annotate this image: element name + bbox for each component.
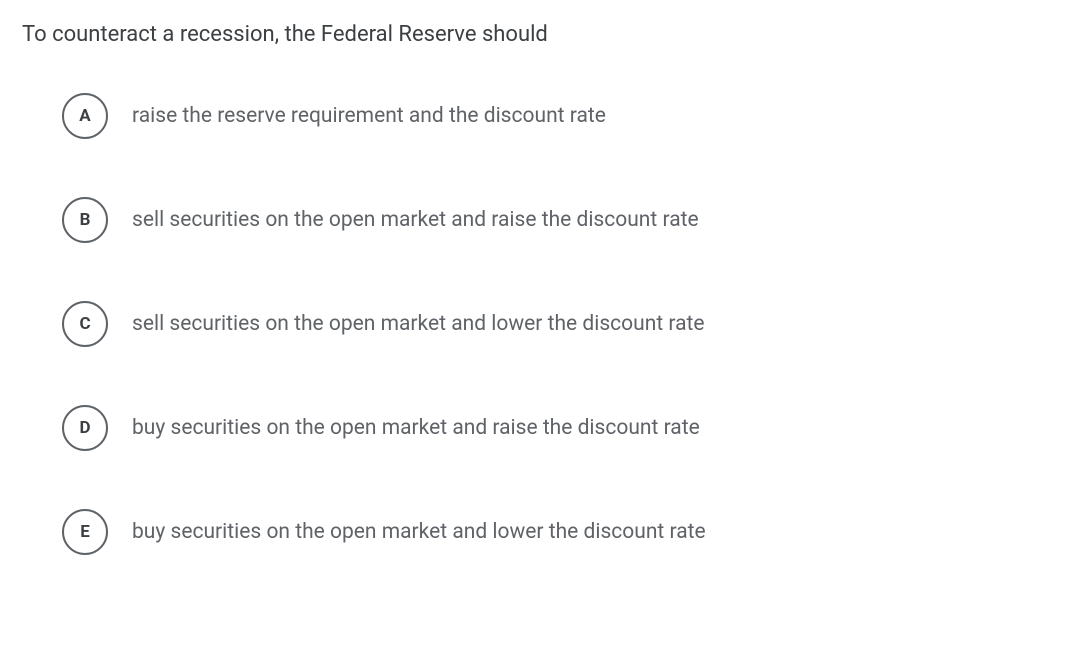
option-circle-b[interactable]: B [62, 197, 108, 243]
option-row-b[interactable]: B sell securities on the open market and… [62, 197, 1044, 243]
option-text-e: buy securities on the open market and lo… [132, 520, 706, 544]
option-circle-e[interactable]: E [62, 509, 108, 555]
option-letter-a: A [79, 106, 90, 126]
option-letter-b: B [80, 210, 91, 230]
option-row-a[interactable]: A raise the reserve requirement and the … [62, 93, 1044, 139]
option-circle-a[interactable]: A [62, 93, 108, 139]
option-circle-c[interactable]: C [62, 301, 108, 347]
option-row-e[interactable]: E buy securities on the open market and … [62, 509, 1044, 555]
question-text: To counteract a recession, the Federal R… [22, 22, 1044, 47]
option-text-b: sell securities on the open market and r… [132, 208, 699, 232]
option-row-d[interactable]: D buy securities on the open market and … [62, 405, 1044, 451]
option-letter-d: D [79, 418, 90, 438]
options-container: A raise the reserve requirement and the … [22, 93, 1044, 555]
option-row-c[interactable]: C sell securities on the open market and… [62, 301, 1044, 347]
option-letter-c: C [79, 314, 90, 334]
option-text-d: buy securities on the open market and ra… [132, 416, 700, 440]
option-text-a: raise the reserve requirement and the di… [132, 104, 606, 128]
option-circle-d[interactable]: D [62, 405, 108, 451]
option-letter-e: E [80, 522, 90, 542]
option-text-c: sell securities on the open market and l… [132, 312, 705, 336]
